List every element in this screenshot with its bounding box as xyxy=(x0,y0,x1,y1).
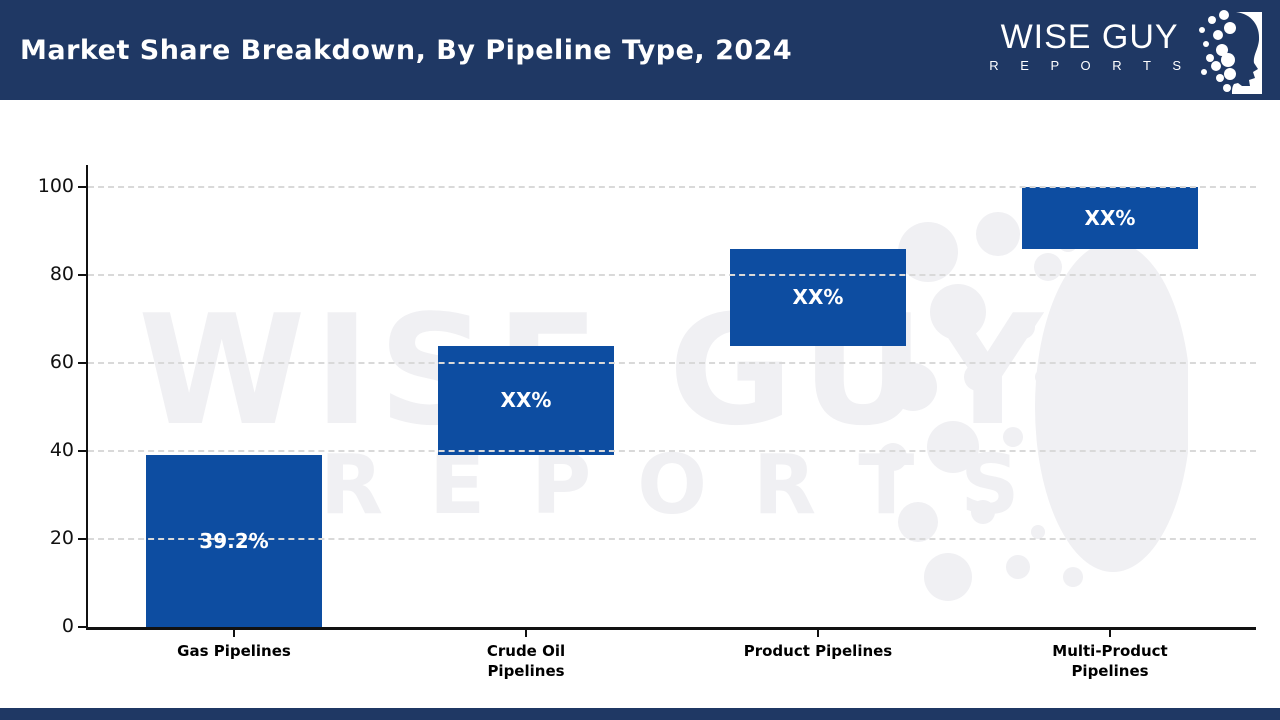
footer-band xyxy=(0,708,1280,720)
x-axis-line xyxy=(86,627,1256,630)
y-tick-label: 80 xyxy=(49,263,74,285)
y-tick-mark xyxy=(78,362,86,364)
x-category-label: Multi-Product Pipelines xyxy=(1052,642,1168,681)
bar-segment xyxy=(438,346,614,455)
header-band: Market Share Breakdown, By Pipeline Type… xyxy=(0,0,1280,100)
bar-segment xyxy=(146,454,322,627)
x-category-label: Gas Pipelines xyxy=(177,642,291,660)
bar-segment xyxy=(730,249,906,347)
gridline xyxy=(88,538,1256,540)
x-category-label: Crude Oil Pipelines xyxy=(486,642,566,681)
gridline xyxy=(88,450,1256,452)
y-tick-label: 40 xyxy=(49,439,74,461)
x-tick-mark xyxy=(1109,630,1111,637)
bar-value-label: 39.2% xyxy=(199,528,269,553)
y-tick-mark xyxy=(78,538,86,540)
x-tick-mark xyxy=(817,630,819,637)
y-tick-label: 20 xyxy=(49,527,74,549)
gridline xyxy=(88,274,1256,276)
bar-value-label: XX% xyxy=(792,285,844,310)
bar-value-label: XX% xyxy=(500,388,552,413)
brand-face-icon xyxy=(1199,10,1262,94)
y-tick-mark xyxy=(78,186,86,188)
brand-name: WISE GUY xyxy=(1000,18,1179,56)
bar-segment xyxy=(1022,187,1198,250)
brand-logo: WISE GUY R E P O R T S xyxy=(989,6,1262,94)
y-tick-label: 60 xyxy=(49,351,74,373)
y-tick-mark xyxy=(78,626,86,628)
chart-title: Market Share Breakdown, By Pipeline Type… xyxy=(20,34,793,66)
gridline xyxy=(88,186,1256,188)
x-tick-mark xyxy=(233,630,235,637)
y-tick-mark xyxy=(78,450,86,452)
bar-value-label: XX% xyxy=(1084,206,1136,230)
y-tick-mark xyxy=(78,274,86,276)
x-category-label: Product Pipelines xyxy=(743,642,893,660)
y-tick-label: 0 xyxy=(61,615,74,637)
y-tick-label: 100 xyxy=(37,175,74,197)
y-axis-line xyxy=(86,165,88,630)
brand-subname: R E P O R T S xyxy=(989,57,1190,73)
brand-logo-text: WISE GUY R E P O R T S xyxy=(989,18,1190,73)
x-tick-mark xyxy=(525,630,527,637)
gridline xyxy=(88,362,1256,364)
